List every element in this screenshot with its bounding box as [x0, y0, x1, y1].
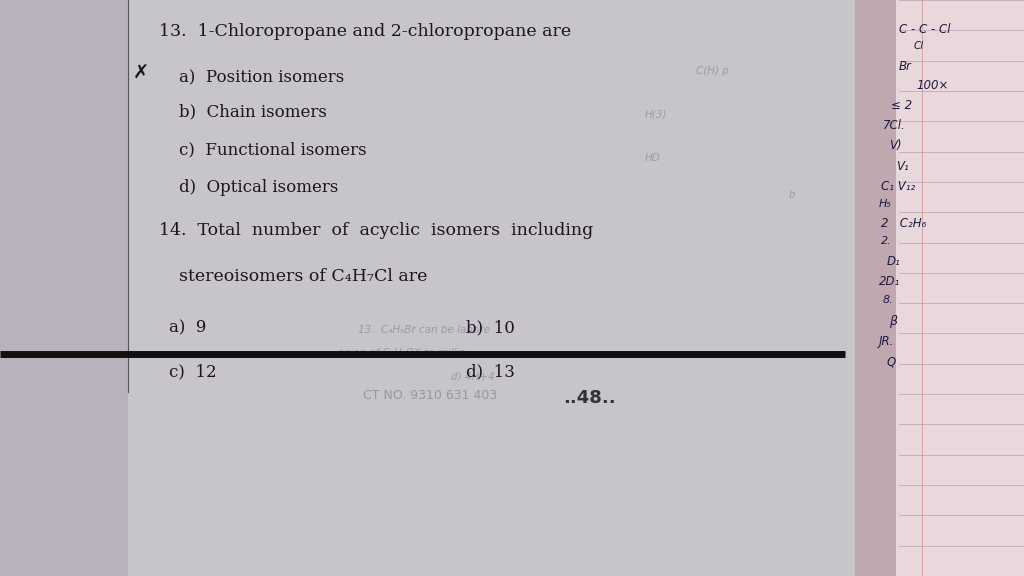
- Text: ✗: ✗: [133, 63, 150, 82]
- Text: 7Cl.: 7Cl.: [883, 119, 905, 132]
- Text: d)  13: d) 13: [466, 363, 515, 380]
- Bar: [855, 0, 896, 576]
- Text: ≤ 2: ≤ 2: [891, 99, 912, 112]
- Text: H₅: H₅: [879, 199, 892, 209]
- Text: acion of C₃H₅OX to millio: acion of C₃H₅OX to millio: [338, 348, 466, 358]
- Text: V₁: V₁: [896, 160, 908, 173]
- Text: 2.: 2.: [881, 236, 891, 246]
- Text: HD: HD: [645, 153, 660, 162]
- Text: a)  Position isomers: a) Position isomers: [179, 69, 344, 86]
- Text: JR.: JR.: [879, 335, 894, 348]
- Text: a)  9: a) 9: [169, 320, 206, 337]
- Text: C(H) p.: C(H) p.: [696, 66, 732, 76]
- Text: Q: Q: [887, 356, 896, 369]
- Bar: [896, 0, 1024, 576]
- Text: stereoisomers of C₄H₇Cl are: stereoisomers of C₄H₇Cl are: [179, 268, 428, 285]
- Text: d) 4H+4: d) 4H+4: [451, 372, 495, 381]
- Text: Br: Br: [899, 60, 912, 74]
- Text: β: β: [889, 315, 897, 328]
- Text: D₁: D₁: [887, 255, 900, 268]
- Text: C₁ V₁₂: C₁ V₁₂: [881, 180, 914, 193]
- Text: 13.  1-Chloropropane and 2-chloropropane are: 13. 1-Chloropropane and 2-chloropropane …: [159, 23, 570, 40]
- Text: 8.: 8.: [883, 295, 893, 305]
- Text: 2D₁: 2D₁: [879, 275, 900, 288]
- Text: C - C - Cl: C - C - Cl: [899, 23, 950, 36]
- Text: CT NO. 9310 631 403: CT NO. 9310 631 403: [362, 389, 498, 402]
- Text: c)  12: c) 12: [169, 363, 217, 380]
- Text: c)  Functional isomers: c) Functional isomers: [179, 141, 367, 158]
- Text: V): V): [889, 139, 901, 153]
- Text: 13.  C₄H₈Br can be labore: 13. C₄H₈Br can be labore: [358, 325, 490, 335]
- Text: b)  Chain isomers: b) Chain isomers: [179, 104, 327, 121]
- Text: 2   C₂H₆: 2 C₂H₆: [881, 217, 926, 230]
- Text: Cl: Cl: [913, 41, 924, 51]
- Text: 14.  Total  number  of  acyclic  isomers  including: 14. Total number of acyclic isomers incl…: [159, 222, 593, 239]
- Text: 100×: 100×: [916, 79, 949, 93]
- Text: b: b: [788, 190, 795, 200]
- Bar: [0, 0, 128, 576]
- Text: d)  Optical isomers: d) Optical isomers: [179, 179, 339, 196]
- Text: ..48..: ..48..: [563, 389, 615, 407]
- Text: b)  10: b) 10: [466, 320, 515, 337]
- Text: H(3): H(3): [645, 109, 668, 119]
